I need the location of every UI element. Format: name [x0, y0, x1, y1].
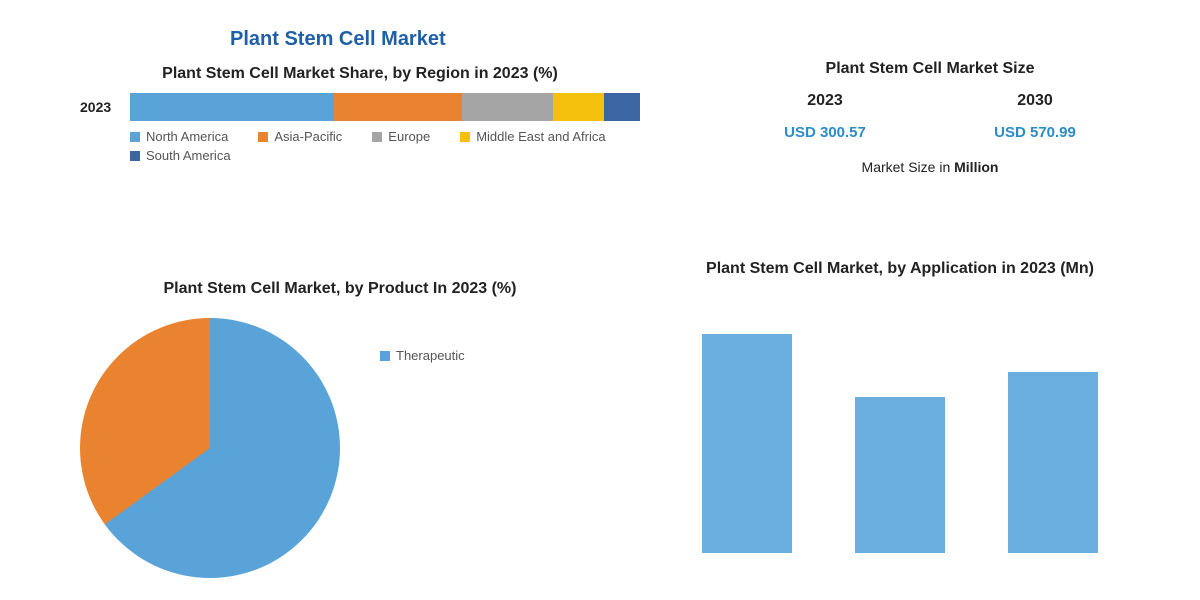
legend-item: Therapeutic	[380, 348, 465, 363]
pie-wrap	[80, 318, 340, 578]
stacked-seg	[130, 93, 334, 121]
region-share-chart: Plant Stem Cell Market Share, by Region …	[80, 65, 640, 167]
legend-swatch	[380, 351, 390, 361]
market-size-col-2030: 2030 USD 570.99	[994, 92, 1076, 141]
application-bar-chart: Plant Stem Cell Market, by Application i…	[650, 260, 1150, 553]
legend-label: South America	[146, 148, 231, 163]
size-year-1: 2030	[1017, 92, 1053, 110]
stacked-bar-row: 2023	[80, 93, 640, 121]
market-size-columns: 2023 USD 300.57 2030 USD 570.99	[720, 92, 1140, 141]
pie	[80, 318, 340, 578]
region-share-title: Plant Stem Cell Market Share, by Region …	[80, 65, 640, 83]
app-bar	[702, 334, 792, 553]
legend-item: North America	[130, 129, 228, 144]
legend-label: Middle East and Africa	[476, 129, 605, 144]
stacked-bar	[130, 93, 640, 121]
legend-label: North America	[146, 129, 228, 144]
product-pie-title: Plant Stem Cell Market, by Product In 20…	[80, 280, 600, 298]
market-size-title: Plant Stem Cell Market Size	[720, 60, 1140, 78]
stacked-seg	[462, 93, 554, 121]
market-size-block: Plant Stem Cell Market Size 2023 USD 300…	[720, 60, 1140, 175]
stacked-bar-year-label: 2023	[80, 99, 130, 115]
stacked-seg	[604, 93, 640, 121]
application-title: Plant Stem Cell Market, by Application i…	[650, 260, 1150, 278]
legend-label: Europe	[388, 129, 430, 144]
page-title: Plant Stem Cell Market	[230, 28, 446, 51]
stacked-seg	[553, 93, 604, 121]
product-pie-body: Therapeutic	[80, 318, 600, 578]
app-bar	[1008, 372, 1098, 553]
legend-item: Europe	[372, 129, 430, 144]
product-legend: Therapeutic	[380, 348, 495, 367]
legend-label: Therapeutic	[396, 348, 465, 363]
legend-swatch	[258, 132, 268, 142]
legend-item: Asia-Pacific	[258, 129, 342, 144]
legend-swatch	[372, 132, 382, 142]
legend-item: South America	[130, 148, 231, 163]
market-size-note: Market Size in Million	[720, 159, 1140, 175]
size-year-0: 2023	[807, 92, 843, 110]
size-val-1: USD 570.99	[994, 124, 1076, 141]
stacked-seg	[334, 93, 462, 121]
legend-item: Middle East and Africa	[460, 129, 605, 144]
size-note-bold: Million	[954, 159, 998, 175]
market-size-col-2023: 2023 USD 300.57	[784, 92, 866, 141]
legend-swatch	[460, 132, 470, 142]
legend-label: Asia-Pacific	[274, 129, 342, 144]
size-note-prefix: Market Size in	[862, 159, 955, 175]
application-bars	[650, 303, 1150, 553]
app-bar	[855, 397, 945, 553]
size-val-0: USD 300.57	[784, 124, 866, 141]
region-legend: North America Asia-Pacific Europe Middle Ea…	[80, 129, 640, 167]
product-pie-chart: Plant Stem Cell Market, by Product In 20…	[80, 280, 600, 578]
legend-swatch	[130, 132, 140, 142]
legend-swatch	[130, 151, 140, 161]
